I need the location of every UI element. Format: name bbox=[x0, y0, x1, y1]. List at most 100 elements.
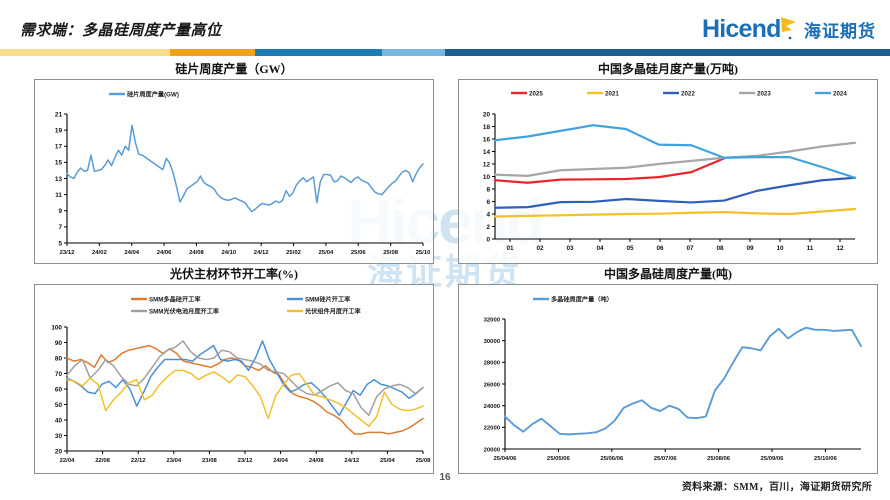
x-tick-label: 25/04 bbox=[319, 250, 334, 256]
legend-label: 硅片周度产量(GW) bbox=[127, 90, 179, 98]
chart-legend: 2025 2021 2022 2023 2024 bbox=[511, 90, 847, 97]
x-tick-label: 09 bbox=[746, 245, 754, 252]
y-tick-label: 15 bbox=[55, 160, 63, 167]
x-tick-label: 24/04 bbox=[273, 458, 288, 464]
y-tick-label: 14 bbox=[483, 149, 491, 156]
y-axis: 0 2 4 6 8 10 12 14 16 18 20 bbox=[483, 111, 496, 243]
x-tick-label: 10 bbox=[776, 245, 784, 252]
x-axis: 25/04/06 25/05/06 25/06/06 25/07/06 25/08/06… bbox=[494, 448, 861, 462]
y-tick-label: 50 bbox=[55, 402, 63, 409]
y-axis: 20 30 40 50 60 70 80 90 100 bbox=[51, 324, 68, 455]
series-line bbox=[66, 340, 424, 417]
x-tick-label: 24/12 bbox=[344, 458, 359, 464]
x-tick-label: 25/10 bbox=[416, 250, 431, 256]
legend-label: 多晶硅周度产量（吨） bbox=[551, 295, 613, 303]
chart-legend: SMM多晶硅开工率 SMM硅片开工率 SMM光伏电池月度开工率 光伏组件月度开工率 bbox=[131, 295, 361, 315]
y-tick-label: 80 bbox=[55, 355, 63, 362]
x-tick-label: 08 bbox=[716, 245, 724, 252]
y-tick-label: 13 bbox=[55, 176, 63, 183]
x-tick-label: 02 bbox=[536, 245, 544, 252]
data-series-group bbox=[504, 326, 862, 436]
chart-title-wafer-weekly-output: 硅片周度产量（GW） bbox=[175, 62, 293, 76]
series-line bbox=[493, 207, 857, 218]
hicend-wordmark-icon: Hicend bbox=[702, 15, 796, 43]
y-tick-label: 70 bbox=[55, 371, 63, 378]
chart-panel-pv-main-material-utilization: 光伏主材环节开工率(%) SMM多晶硅开工率 SMM硅片开工率 SMM光伏电池月度开… bbox=[34, 265, 434, 474]
x-tick-label: 24/12 bbox=[254, 250, 269, 256]
x-axis: 01 02 03 04 05 06 07 08 09 10 11 12 bbox=[495, 238, 855, 252]
legend-label: 2021 bbox=[605, 90, 619, 97]
chart-title-pv-main-material-utilization: 光伏主材环节开工率(%) bbox=[170, 267, 298, 281]
y-tick-label: 20 bbox=[55, 448, 63, 455]
legend-label: 2023 bbox=[757, 90, 771, 97]
x-tick-label: 23/12 bbox=[60, 250, 75, 256]
y-tick-label: 5 bbox=[58, 240, 62, 247]
x-tick-label: 12 bbox=[836, 245, 844, 252]
y-tick-label: 30000 bbox=[484, 339, 501, 345]
accent-segment-0 bbox=[0, 49, 170, 56]
plot-area-pv-main-material-utilization: SMM多晶硅开工率 SMM硅片开工率 SMM光伏电池月度开工率 光伏组件月度开工率 20… bbox=[34, 284, 434, 474]
plot-area-china-poly-monthly-output: 2025 2021 2022 2023 2024 0 2 4 6 8 10 12 14 16 18 20 01 0… bbox=[458, 79, 878, 264]
page-title: 需求端：多晶硅周度产量高位 bbox=[20, 23, 222, 39]
x-tick-label: 23/08 bbox=[202, 458, 217, 464]
series-line bbox=[493, 176, 857, 209]
y-tick-label: 22000 bbox=[484, 426, 501, 432]
data-series-group bbox=[66, 340, 424, 435]
y-tick-label: 0 bbox=[486, 236, 490, 243]
y-tick-label: 18 bbox=[483, 124, 491, 131]
y-tick-label: 21 bbox=[55, 111, 63, 118]
x-tick-label: 07 bbox=[686, 245, 694, 252]
legend-label: 光伏组件月度开工率 bbox=[304, 307, 361, 315]
y-tick-label: 16 bbox=[483, 136, 491, 143]
y-tick-label: 12 bbox=[483, 161, 491, 168]
accent-segment-1 bbox=[170, 49, 255, 56]
y-tick-label: 30 bbox=[55, 433, 63, 440]
x-tick-label: 01 bbox=[506, 245, 514, 252]
legend-label: SMM光伏电池月度开工率 bbox=[149, 307, 220, 315]
series-line bbox=[66, 369, 424, 427]
x-tick-label: 25/09/06 bbox=[761, 456, 785, 462]
x-tick-label: 05 bbox=[626, 245, 634, 252]
hicend-logo-cn: 海证期货 bbox=[804, 21, 876, 41]
accent-segment-4 bbox=[445, 49, 890, 56]
legend-label: SMM多晶硅开工率 bbox=[149, 295, 201, 303]
hicend-logo: Hicend 海证期货 bbox=[702, 14, 876, 44]
chart-panel-china-poly-weekly-output: 中国多晶硅周度产量(吨) 多晶硅周度产量（吨） 20000 22000 24000 26… bbox=[458, 265, 878, 474]
y-tick-label: 19 bbox=[55, 127, 63, 134]
y-tick-label: 17 bbox=[55, 144, 63, 151]
x-tick-label: 11 bbox=[807, 245, 814, 252]
plot-area-wafer-weekly-output: 硅片周度产量(GW) 5 7 9 11 13 15 17 19 21 23/12 24/02 24/04… bbox=[34, 79, 434, 264]
x-tick-label: 24/04 bbox=[124, 250, 139, 256]
x-tick-label: 25/06/06 bbox=[600, 456, 624, 462]
series-line bbox=[504, 326, 862, 436]
x-tick-label: 06 bbox=[656, 245, 664, 252]
x-tick-label: 23/12 bbox=[238, 458, 253, 464]
y-tick-label: 100 bbox=[51, 324, 62, 331]
y-tick-label: 8 bbox=[486, 186, 490, 193]
y-tick-label: 11 bbox=[55, 192, 62, 199]
x-tick-label: 24/02 bbox=[92, 250, 107, 256]
y-tick-label: 26000 bbox=[484, 382, 501, 388]
plot-area-china-poly-weekly-output: 多晶硅周度产量（吨） 20000 22000 24000 26000 28000 30000… bbox=[458, 284, 878, 474]
y-tick-label: 20 bbox=[483, 111, 491, 118]
x-tick-label: 03 bbox=[566, 245, 574, 252]
y-tick-label: 2 bbox=[486, 224, 490, 231]
x-tick-label: 24/10 bbox=[221, 250, 236, 256]
y-tick-label: 10 bbox=[483, 174, 491, 181]
series-line bbox=[493, 124, 857, 179]
page-number: 16 bbox=[439, 472, 451, 483]
x-tick-label: 22/04 bbox=[60, 458, 75, 464]
slide-header: 需求端：多晶硅周度产量高位 Hicend 海证期货 bbox=[0, 0, 890, 58]
x-tick-label: 23/04 bbox=[166, 458, 181, 464]
series-line bbox=[66, 124, 424, 213]
x-tick-label: 24/06 bbox=[157, 250, 172, 256]
x-tick-label: 24/08 bbox=[189, 250, 204, 256]
series-line bbox=[493, 141, 857, 177]
y-axis: 20000 22000 24000 26000 28000 30000 32000 bbox=[484, 317, 506, 453]
series-line bbox=[66, 340, 424, 417]
series-line bbox=[493, 157, 726, 184]
y-tick-label: 60 bbox=[55, 386, 63, 393]
legend-label: 2025 bbox=[529, 90, 543, 97]
y-tick-label: 28000 bbox=[484, 361, 501, 367]
svg-text:Hicend: Hicend bbox=[702, 15, 781, 43]
